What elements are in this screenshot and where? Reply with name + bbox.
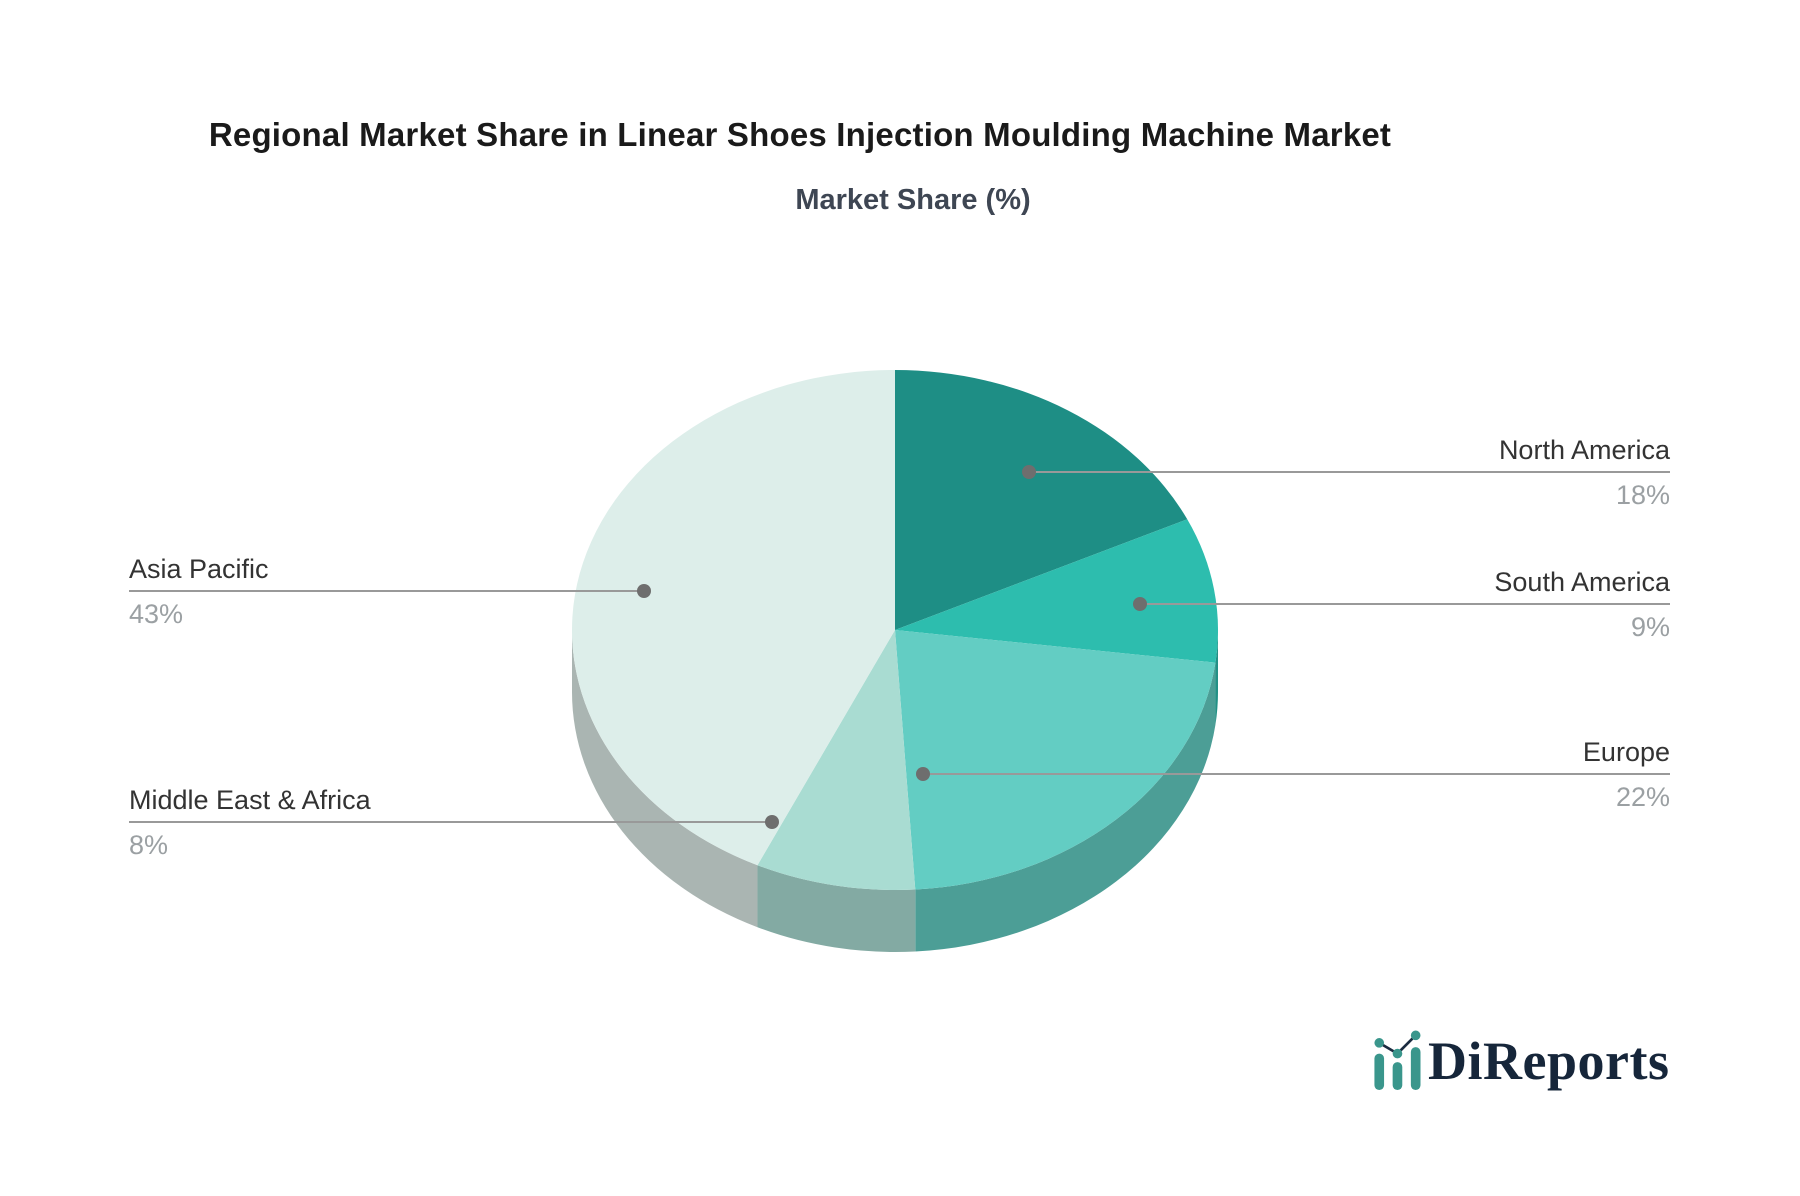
logo-dot-1 <box>1374 1038 1385 1048</box>
pie-slice-side-middle-east-africa <box>757 865 916 952</box>
slice-label-south-america: South America <box>1494 567 1670 597</box>
slice-value-europe: 22% <box>1615 782 1670 812</box>
leader-dot-europe <box>916 767 930 781</box>
slice-label-north-america: North America <box>1498 435 1670 465</box>
pie-slice-side-asia-pacific <box>572 630 758 928</box>
pie-slice-asia-pacific[interactable] <box>572 370 895 866</box>
logo-dot-2 <box>1392 1048 1403 1059</box>
logo-bar-1 <box>1374 1053 1385 1090</box>
pie-slice-side-europe <box>915 662 1216 952</box>
chart-title: Regional Market Share in Linear Shoes In… <box>208 116 1392 153</box>
logo-bar-3 <box>1410 1047 1421 1090</box>
slice-label-middle-east-africa: Middle East & Africa <box>129 785 371 815</box>
pie-slice-south-america[interactable] <box>895 519 1218 663</box>
leader-dot-middle-east-africa <box>765 815 779 829</box>
slice-label-europe: Europe <box>1582 737 1670 767</box>
slice-value-south-america: 9% <box>1630 612 1670 642</box>
slice-value-asia-pacific: 43% <box>129 599 184 629</box>
brand-logo-text: DiReports <box>1428 1031 1670 1091</box>
chart-subtitle: Market Share (%) <box>795 184 1031 216</box>
pie-slice-side-south-america <box>1215 630 1218 725</box>
slice-value-middle-east-africa: 8% <box>129 830 169 860</box>
leader-dot-north-america <box>1022 465 1036 479</box>
pie-slice-middle-east-africa[interactable] <box>757 630 916 890</box>
brand-logo-icon <box>1374 1030 1421 1090</box>
slice-label-asia-pacific: Asia Pacific <box>129 554 269 584</box>
pie-slice-europe[interactable] <box>895 630 1216 890</box>
logo-bar-2 <box>1392 1062 1403 1090</box>
pie-slice-north-america[interactable] <box>895 370 1188 630</box>
logo-dot-3 <box>1410 1030 1421 1041</box>
brand-logo: DiReports <box>1374 1030 1669 1090</box>
slice-value-north-america: 18% <box>1615 480 1670 510</box>
leader-dot-south-america <box>1133 597 1147 611</box>
leader-dot-asia-pacific <box>637 584 651 598</box>
